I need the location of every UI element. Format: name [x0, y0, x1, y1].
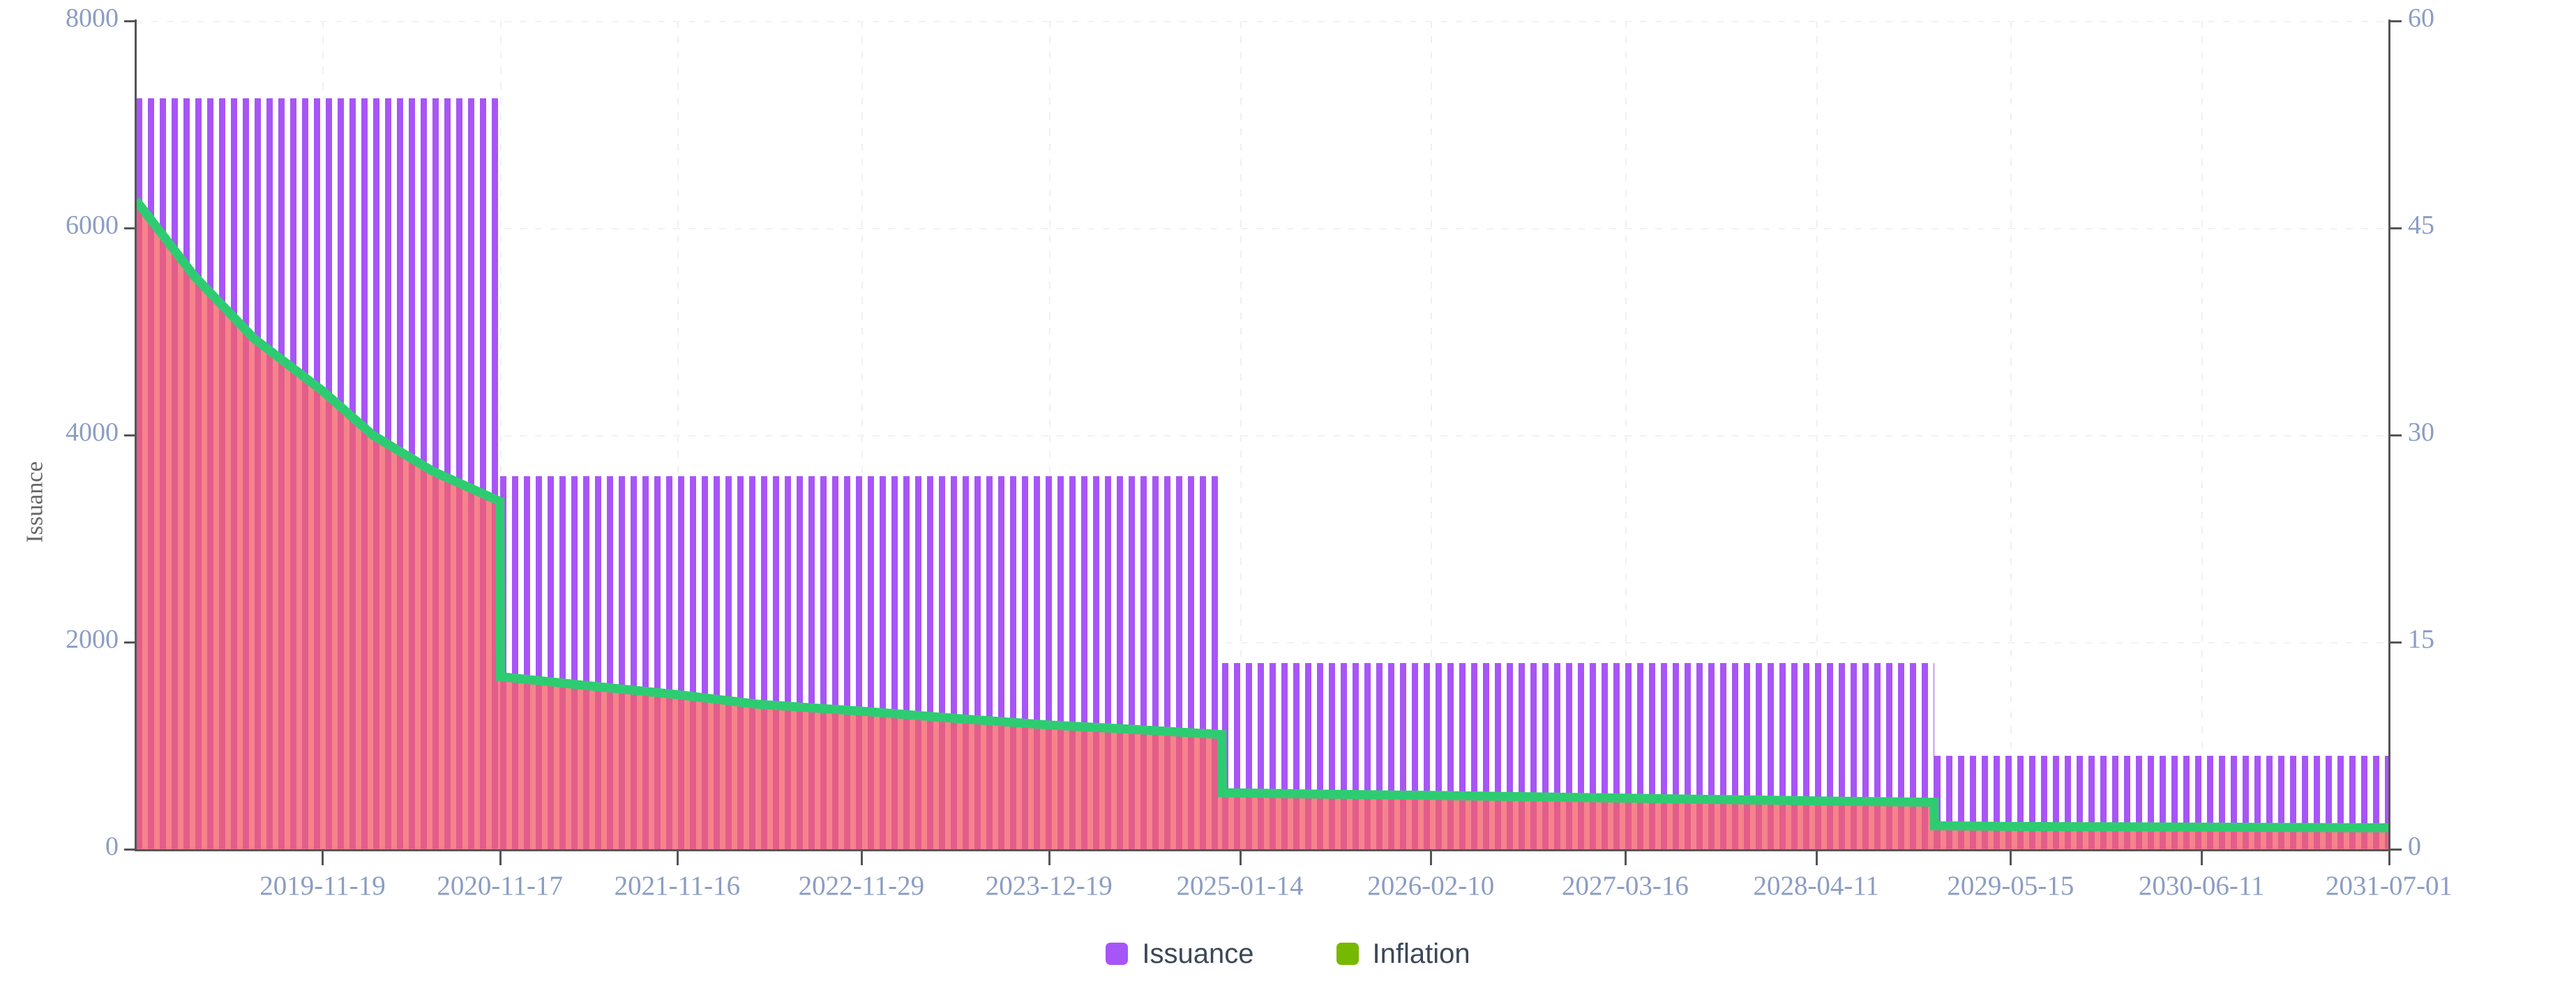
x-axis-tick	[1048, 851, 1050, 865]
legend-swatch-inflation	[1336, 943, 1359, 965]
plot-area	[136, 21, 2389, 849]
issuance-step-segment	[1934, 756, 2389, 849]
x-axis-tick	[1815, 851, 1818, 865]
y-axis-left-tick	[124, 20, 135, 22]
issuance-step-segment	[136, 98, 500, 849]
chart-legend: Issuance Inflation	[0, 940, 2576, 968]
y-axis-left-title: Issuance	[22, 461, 48, 543]
x-axis-spine	[135, 849, 2390, 851]
issuance-bars-series	[136, 21, 2389, 849]
y-axis-left-tick-label: 2000	[66, 625, 119, 654]
y-axis-right-tick	[2390, 434, 2402, 436]
y-axis-right-tick	[2390, 641, 2402, 644]
x-axis-tick-label: 2023-12-19	[985, 871, 1113, 901]
issuance-step-segment	[1222, 662, 1935, 849]
x-axis-tick-label: 2028-04-11	[1753, 871, 1879, 901]
legend-swatch-issuance	[1106, 943, 1129, 965]
y-axis-left-tick	[124, 434, 135, 436]
y-axis-right-tick-label: 45	[2408, 211, 2434, 240]
x-axis-tick-label: 2021-11-16	[614, 871, 741, 901]
x-axis-tick-label: 2022-11-29	[798, 871, 925, 901]
y-axis-right-tick-label: 0	[2408, 832, 2421, 861]
y-axis-right-tick-label: 60	[2408, 3, 2434, 33]
x-axis-tick-label: 2025-01-14	[1176, 871, 1304, 901]
y-axis-left-tick-label: 8000	[66, 3, 119, 33]
issuance-step-segment	[499, 476, 1223, 849]
legend-label-issuance: Issuance	[1142, 938, 1254, 969]
x-axis-tick-label: 2027-03-16	[1561, 871, 1689, 901]
y-axis-right-tick-label: 30	[2408, 418, 2434, 447]
gridline-horizontal	[136, 21, 2389, 22]
x-axis-tick	[2010, 851, 2012, 865]
x-axis-tick-label: 2030-06-11	[2138, 871, 2265, 901]
y-axis-right-tick	[2390, 227, 2402, 229]
legend-item-issuance[interactable]: Issuance	[1106, 938, 1254, 969]
x-axis-tick	[2388, 851, 2390, 865]
x-axis-tick	[1430, 851, 1433, 865]
x-axis-tick	[499, 851, 502, 865]
x-axis-tick	[1624, 851, 1627, 865]
x-axis-tick	[322, 851, 324, 865]
x-axis-tick-label: 2031-07-01	[2326, 871, 2453, 901]
y-axis-left-spine	[135, 20, 137, 851]
x-axis-tick-label: 2019-11-19	[259, 871, 386, 901]
y-axis-left-tick-label: 6000	[66, 211, 119, 240]
x-axis-tick	[860, 851, 863, 865]
x-axis-tick	[2201, 851, 2204, 865]
y-axis-left-tick-label: 0	[105, 832, 119, 861]
x-axis-tick	[676, 851, 679, 865]
y-axis-right-tick-label: 15	[2408, 625, 2434, 654]
y-axis-left-tick	[124, 227, 135, 229]
y-axis-left-tick	[124, 849, 135, 851]
legend-label-inflation: Inflation	[1372, 938, 1470, 969]
y-axis-right-spine	[2388, 20, 2390, 851]
y-axis-right-tick	[2390, 20, 2402, 22]
x-axis-tick-label: 2026-02-10	[1367, 871, 1495, 901]
x-axis-tick-label: 2020-11-17	[437, 871, 563, 901]
y-axis-left-tick	[124, 641, 135, 644]
y-axis-right-tick	[2390, 849, 2402, 851]
y-axis-left-tick-label: 4000	[66, 418, 119, 447]
legend-item-inflation[interactable]: Inflation	[1336, 940, 1470, 968]
plot-clip	[136, 21, 2389, 849]
x-axis-tick	[1239, 851, 1242, 865]
x-axis-tick-label: 2029-05-15	[1947, 871, 2074, 901]
